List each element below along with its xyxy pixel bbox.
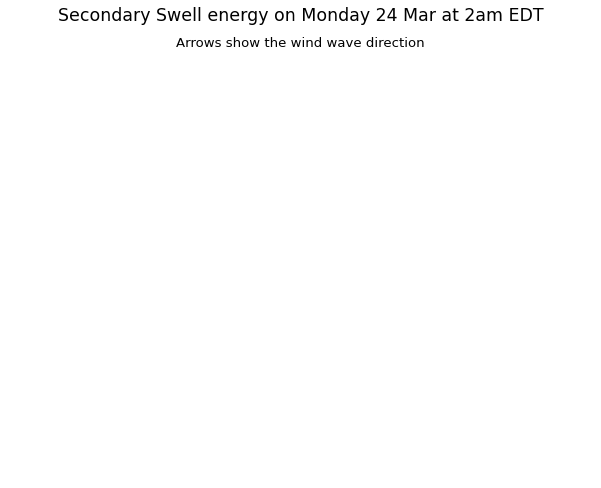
Text: cartopy required: cartopy required [243, 265, 358, 279]
Text: Arrows show the wind wave direction: Arrows show the wind wave direction [176, 37, 425, 50]
Text: Secondary Swell energy on Monday 24 Mar at 2am EDT: Secondary Swell energy on Monday 24 Mar … [58, 7, 543, 25]
